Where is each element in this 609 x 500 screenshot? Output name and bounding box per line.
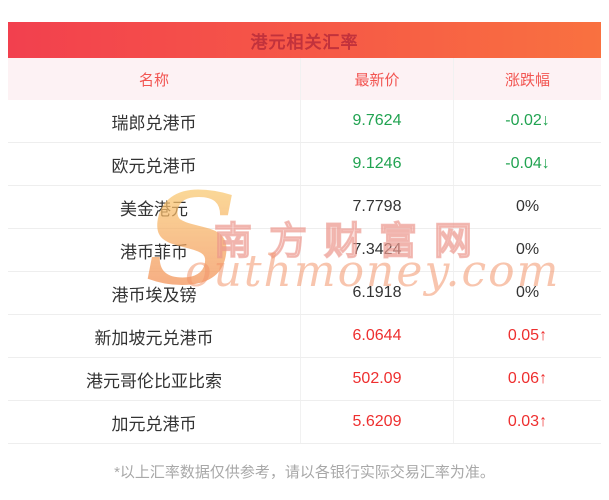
latest-price: 5.6209 [300, 401, 453, 443]
change-percent: 0.03↑ [453, 401, 601, 443]
table-row: 瑞郎兑港币 9.7624 -0.02↓ [8, 100, 601, 143]
latest-price: 9.7624 [300, 100, 453, 142]
change-percent: 0% [453, 229, 601, 271]
latest-price: 502.09 [300, 358, 453, 400]
header-change: 涨跌幅 [453, 58, 601, 100]
exchange-rate-table: 名称 最新价 涨跌幅 瑞郎兑港币 9.7624 -0.02↓ 欧元兑港币 9.1… [8, 58, 601, 444]
change-percent: 0% [453, 272, 601, 314]
table-row: 港币埃及镑 6.1918 0% [8, 272, 601, 315]
latest-price: 6.1918 [300, 272, 453, 314]
table-row: 加元兑港币 5.6209 0.03↑ [8, 401, 601, 444]
currency-pair-name: 港元哥伦比亚比索 [86, 371, 222, 391]
disclaimer-note: *以上汇率数据仅供参考，请以各银行实际交易汇率为准。 [114, 464, 495, 481]
currency-pair-name: 加元兑港币 [111, 414, 197, 434]
currency-pair-name: 瑞郎兑港币 [111, 113, 197, 133]
change-percent: 0.06↑ [453, 358, 601, 400]
change-percent: 0% [453, 186, 601, 228]
currency-pair-name: 港币埃及镑 [111, 285, 197, 305]
table-header-row: 名称 最新价 涨跌幅 [8, 58, 601, 100]
page-title: 港元相关汇率 [8, 22, 601, 58]
latest-price: 7.3424 [300, 229, 453, 271]
currency-pair-name: 欧元兑港币 [111, 156, 197, 176]
header-name: 名称 [138, 71, 169, 89]
latest-price: 9.1246 [300, 143, 453, 185]
change-percent: 0.05↑ [453, 315, 601, 357]
header-latest-price: 最新价 [300, 58, 453, 100]
currency-pair-name: 港币菲币 [120, 242, 188, 262]
table-row: 美金港元 7.7798 0% [8, 186, 601, 229]
latest-price: 7.7798 [300, 186, 453, 228]
latest-price: 6.0644 [300, 315, 453, 357]
currency-pair-name: 美金港元 [120, 199, 188, 219]
change-percent: -0.02↓ [453, 100, 601, 142]
table-row: 港币菲币 7.3424 0% [8, 229, 601, 272]
table-row: 新加坡元兑港币 6.0644 0.05↑ [8, 315, 601, 358]
table-row: 欧元兑港币 9.1246 -0.04↓ [8, 143, 601, 186]
currency-pair-name: 新加坡元兑港币 [94, 328, 214, 348]
table-row: 港元哥伦比亚比索 502.09 0.06↑ [8, 358, 601, 401]
change-percent: -0.04↓ [453, 143, 601, 185]
